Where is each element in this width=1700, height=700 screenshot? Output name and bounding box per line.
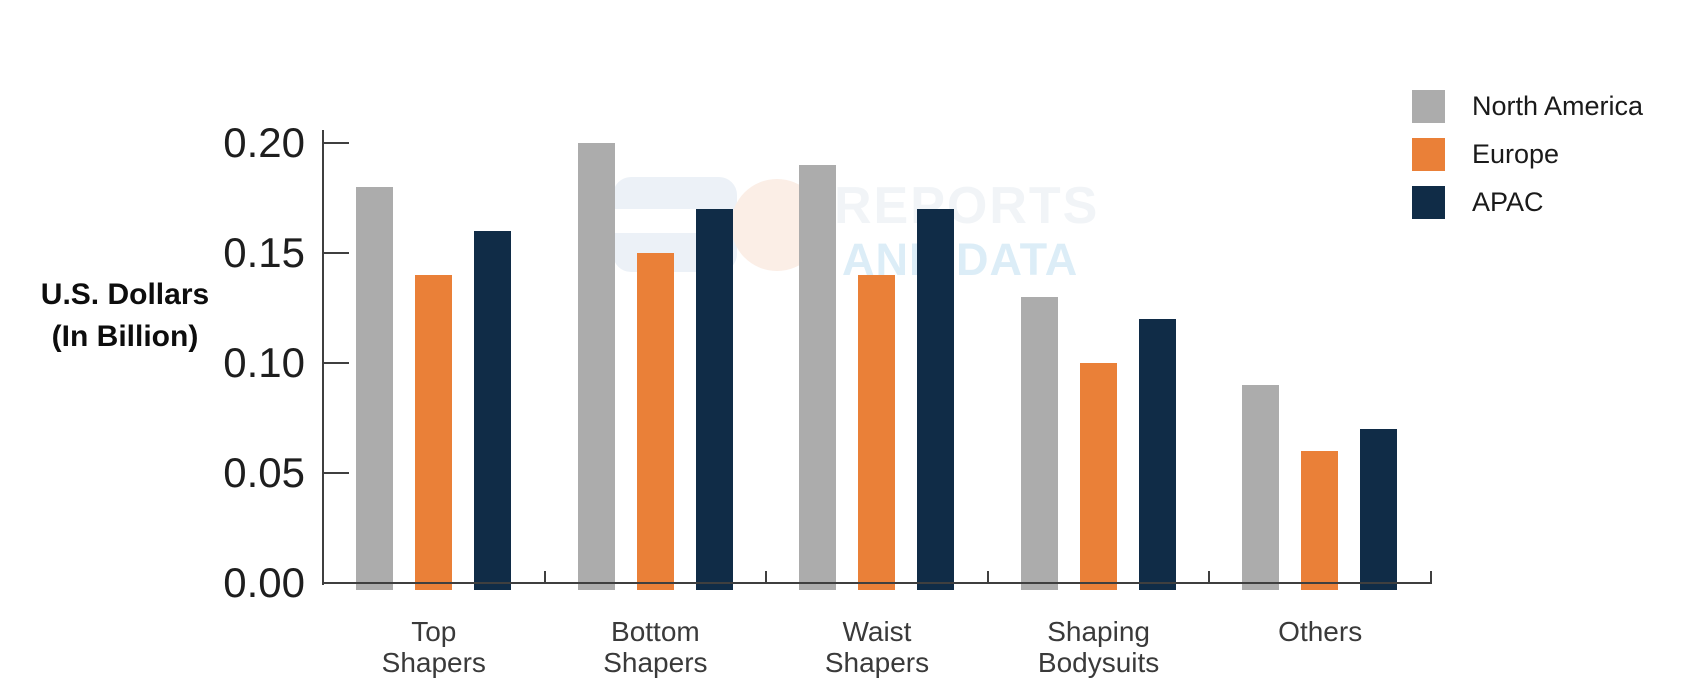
- y-tick-label-0.00: 0.00: [223, 559, 305, 606]
- legend-item-europe: Europe: [1412, 138, 1643, 171]
- y-axis-title: U.S. Dollars (In Billion): [10, 274, 240, 358]
- bar-europe-others: [1301, 451, 1339, 590]
- x-tick-1: [543, 571, 546, 583]
- category-label-line: Bottom: [611, 616, 700, 647]
- category-label-line: Shapers: [824, 647, 930, 678]
- legend-label: APAC: [1472, 187, 1544, 217]
- legend-swatch-icon: [1412, 186, 1445, 219]
- y-tick-label-0.10: 0.10: [223, 339, 305, 386]
- category-label-line: Shapers: [381, 647, 486, 678]
- x-tick-4: [1208, 571, 1211, 583]
- bar-apac-bottom-shapers: [695, 209, 733, 590]
- bar-north-america-waist-shapers: [799, 165, 837, 590]
- y-tick-label-0.20: 0.20: [223, 119, 305, 166]
- category-label-line: Bodysuits: [1037, 647, 1160, 678]
- bar-north-america-shaping-bodysuits: [1020, 297, 1058, 590]
- y-tick-0.20: [323, 142, 349, 144]
- category-label-others: Others: [1209, 616, 1431, 647]
- legend-swatch-icon: [1412, 138, 1445, 171]
- legend: North America Europe APAC: [1412, 90, 1643, 234]
- bar-europe-shaping-bodysuits: [1079, 363, 1117, 590]
- category-label-line: Top: [411, 616, 457, 647]
- category-label-line: Waist: [842, 616, 912, 647]
- bar-europe-top-shapers: [415, 275, 452, 590]
- x-tick-3: [986, 571, 989, 583]
- x-axis-line: [322, 582, 1432, 584]
- bar-apac-shaping-bodysuits: [1138, 319, 1176, 590]
- legend-label: North America: [1472, 91, 1644, 121]
- y-tick-label-0.15: 0.15: [223, 229, 305, 276]
- bar-europe-bottom-shapers: [636, 253, 674, 590]
- x-tick-2: [765, 571, 768, 583]
- y-tick-label-0.05: 0.05: [223, 449, 305, 496]
- y-axis-title-line2: (In Billion): [51, 320, 199, 353]
- y-axis-line: [322, 130, 324, 585]
- y-tick-0.05: [323, 472, 349, 474]
- category-label-line: Others: [1278, 616, 1363, 647]
- bar-north-america-top-shapers: [356, 187, 393, 590]
- legend-swatch-icon: [1412, 90, 1445, 123]
- watermark-text-reports: REPORTS: [834, 177, 1100, 235]
- bar-apac-waist-shapers: [917, 209, 955, 590]
- y-axis-title-line1: U.S. Dollars: [40, 278, 210, 311]
- category-label-bottom-shapers: Bottom Shapers: [545, 616, 767, 678]
- y-tick-0.10: [323, 362, 349, 364]
- legend-item-apac: APAC: [1412, 186, 1643, 219]
- category-label-line: Shaping: [1047, 616, 1150, 647]
- category-label-line: Shapers: [603, 647, 708, 678]
- bar-north-america-others: [1242, 385, 1280, 590]
- x-tick-5: [1430, 571, 1432, 583]
- bar-apac-others: [1360, 429, 1398, 590]
- bar-europe-waist-shapers: [858, 275, 896, 590]
- bar-apac-top-shapers: [474, 231, 511, 590]
- category-label-waist-shapers: Waist Shapers: [766, 616, 988, 678]
- legend-item-north-america: North America: [1412, 90, 1643, 123]
- category-label-top-shapers: Top Shapers: [323, 616, 545, 678]
- bar-north-america-bottom-shapers: [577, 143, 615, 590]
- legend-label: Europe: [1472, 139, 1560, 169]
- category-label-shaping-bodysuits: Shaping Bodysuits: [988, 616, 1210, 678]
- y-tick-0.15: [323, 252, 349, 254]
